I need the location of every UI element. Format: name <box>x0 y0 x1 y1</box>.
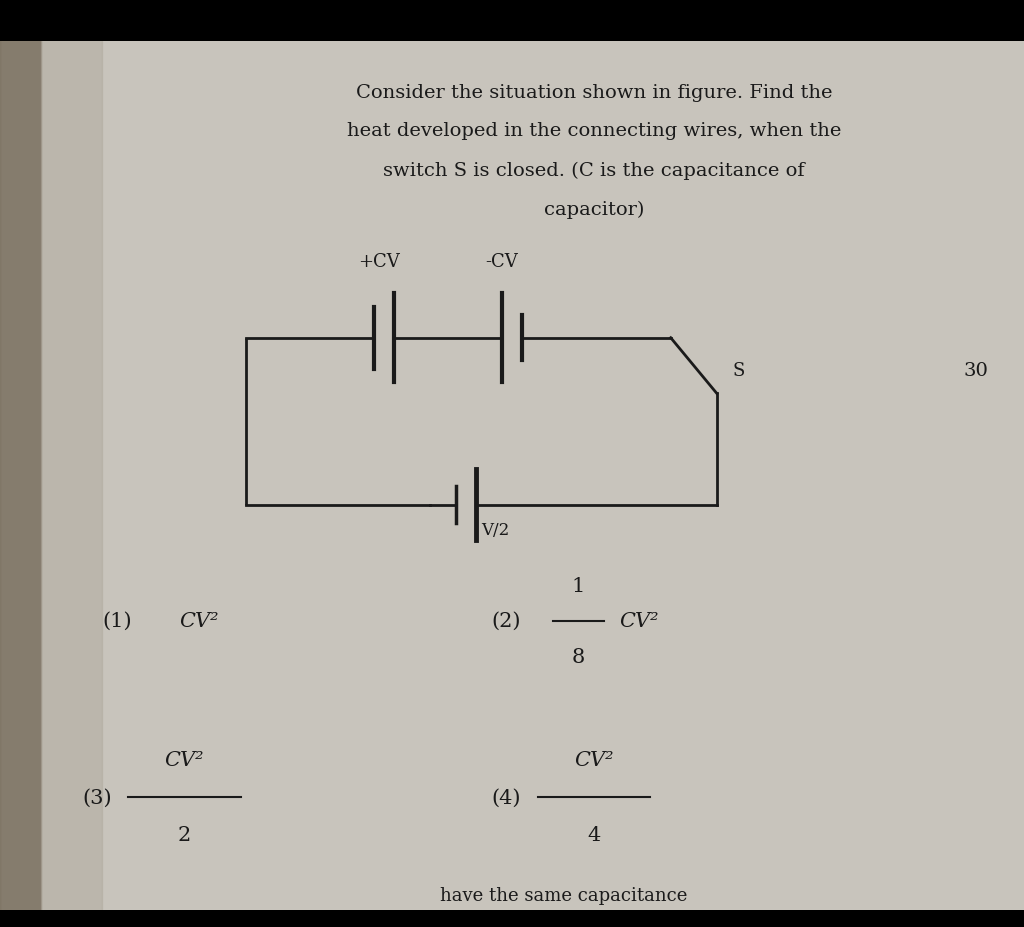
Text: 30: 30 <box>964 362 988 380</box>
Bar <box>41 0 102 927</box>
Text: capacitor): capacitor) <box>544 200 644 219</box>
Text: V/2: V/2 <box>481 522 510 539</box>
Text: CV²: CV² <box>179 612 219 630</box>
Text: heat developed in the connecting wires, when the: heat developed in the connecting wires, … <box>347 122 841 140</box>
Bar <box>0 0 41 927</box>
Text: CV²: CV² <box>574 751 613 769</box>
Text: +CV: +CV <box>358 253 399 271</box>
Text: switch S is closed. (C is the capacitance of: switch S is closed. (C is the capacitanc… <box>383 161 805 180</box>
Text: (3): (3) <box>82 788 112 806</box>
Text: (2): (2) <box>492 612 521 630</box>
Text: Consider the situation shown in figure. Find the: Consider the situation shown in figure. … <box>355 83 833 101</box>
Text: 1: 1 <box>571 577 586 595</box>
Text: 8: 8 <box>572 647 585 666</box>
Text: CV²: CV² <box>165 751 204 769</box>
Text: have the same capacitance: have the same capacitance <box>439 886 687 904</box>
Text: (4): (4) <box>492 788 521 806</box>
Text: CV²: CV² <box>620 612 659 630</box>
Text: -CV: -CV <box>485 253 518 271</box>
Text: (1): (1) <box>102 612 132 630</box>
Text: 2: 2 <box>178 825 190 844</box>
Text: S: S <box>732 362 744 380</box>
Text: 4: 4 <box>588 825 600 844</box>
